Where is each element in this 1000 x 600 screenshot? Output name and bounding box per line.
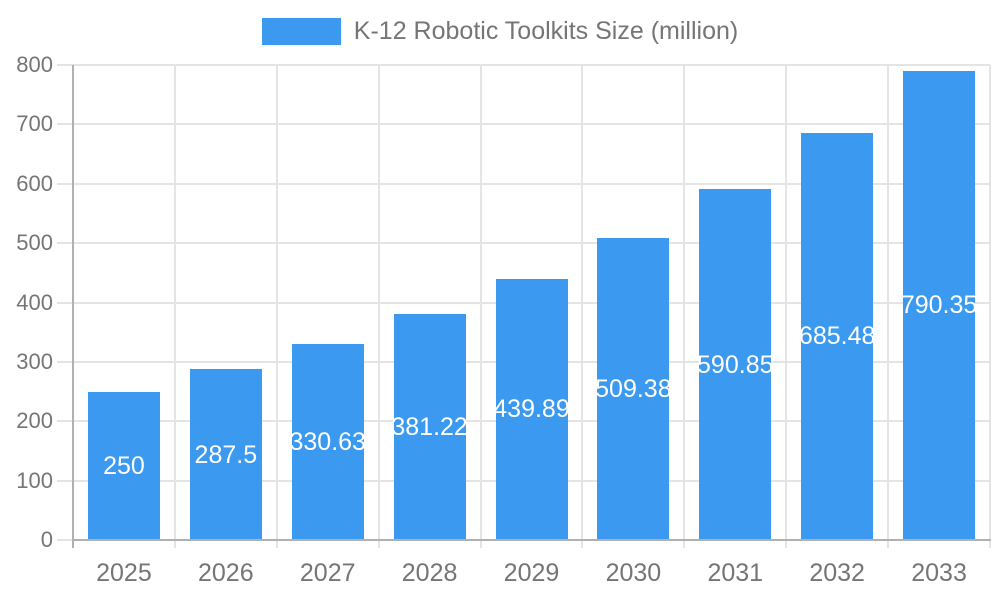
- bar: [801, 132, 874, 540]
- x-tick-mark: [173, 540, 176, 548]
- bar-value-label: 790.35: [900, 291, 978, 320]
- legend: K-12 Robotic Toolkits Size (million): [0, 16, 1000, 46]
- gridline-vertical: [683, 65, 686, 540]
- y-tick-label: 200: [16, 408, 53, 434]
- gridline-horizontal: [57, 182, 990, 185]
- x-tick-mark: [275, 540, 278, 548]
- bar: [699, 189, 772, 540]
- gridline-horizontal: [57, 64, 990, 66]
- bar: [393, 313, 466, 540]
- y-tick-label: 500: [16, 230, 53, 256]
- x-tick-label: 2033: [911, 559, 967, 587]
- y-tick-label: 0: [40, 527, 53, 552]
- gridline-horizontal: [57, 242, 990, 245]
- x-tick-mark: [887, 540, 890, 548]
- x-tick-mark: [377, 540, 380, 548]
- y-tick-label: 700: [16, 111, 53, 137]
- bar: [291, 343, 364, 540]
- y-tick-label: 800: [16, 52, 53, 77]
- bar-value-label: 381.22: [391, 412, 468, 441]
- x-tick-mark: [581, 540, 584, 548]
- x-tick-label: 2030: [605, 559, 662, 587]
- bar: [189, 369, 262, 540]
- bar-value-label: 509.38: [595, 374, 672, 403]
- x-axis-tick-stub: [57, 539, 73, 541]
- bar-value-label: 287.5: [194, 440, 258, 469]
- x-tick-label: 2027: [299, 559, 356, 587]
- bar-value-label: 685.48: [798, 322, 876, 351]
- x-tick-label: 2032: [809, 559, 865, 587]
- x-tick-label: 2026: [198, 559, 254, 587]
- gridline-vertical: [479, 65, 482, 540]
- x-tick-mark: [683, 540, 686, 548]
- x-tick-mark: [989, 540, 991, 548]
- bar-value-label: 439.89: [493, 395, 570, 424]
- x-tick-label: 2031: [707, 559, 764, 587]
- bar: [495, 278, 568, 540]
- bar-value-label: 330.63: [289, 427, 366, 456]
- legend-swatch: [261, 17, 341, 45]
- bar: [903, 70, 976, 540]
- bar: [597, 237, 670, 540]
- x-tick-mark: [479, 540, 482, 548]
- y-tick-label: 600: [16, 170, 53, 196]
- y-axis-line: [72, 65, 74, 548]
- x-tick-label: 2028: [401, 559, 458, 587]
- bar-value-label: 590.85: [697, 350, 774, 379]
- gridline-vertical: [989, 65, 991, 540]
- bar-value-label: 250: [103, 451, 145, 480]
- legend-label: K-12 Robotic Toolkits Size (million): [353, 16, 739, 45]
- x-tick-label: 2025: [96, 559, 152, 587]
- gridline-vertical: [887, 65, 890, 540]
- x-axis-line: [72, 539, 991, 541]
- y-tick-label: 300: [16, 348, 53, 374]
- gridline-vertical: [377, 65, 380, 540]
- gridline-vertical: [785, 65, 788, 540]
- gridline-vertical: [275, 65, 278, 540]
- gridline-vertical: [173, 65, 176, 540]
- y-tick-label: 400: [16, 289, 53, 315]
- y-tick-label: 100: [16, 467, 53, 493]
- x-tick-label: 2029: [503, 559, 560, 587]
- gridline-vertical: [581, 65, 584, 540]
- x-tick-mark: [785, 540, 788, 548]
- bar: [87, 391, 160, 540]
- gridline-horizontal: [57, 123, 990, 126]
